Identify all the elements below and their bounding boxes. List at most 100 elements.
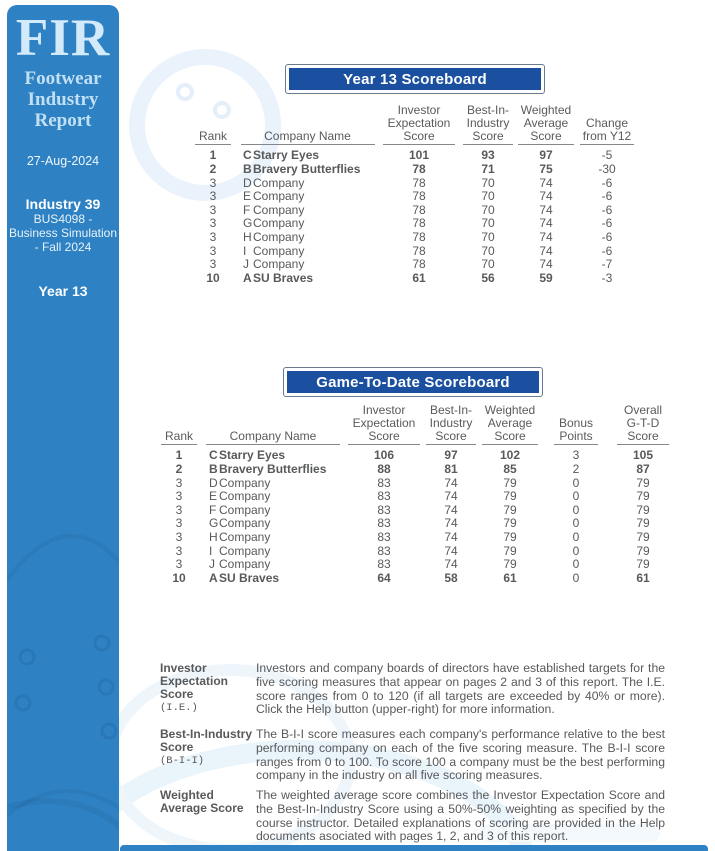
- company-cell: DCompany: [235, 175, 380, 191]
- score-cell-change-from-y12: -3: [601, 270, 613, 285]
- company-letter: C: [209, 448, 218, 463]
- column-underline: [348, 444, 420, 446]
- rank-cell: 3: [175, 543, 183, 558]
- column-underline: [195, 144, 231, 146]
- company-cell: DCompany: [201, 476, 345, 491]
- score-cell-best-in-industry-score: 56: [481, 270, 495, 285]
- company-cell: E Company: [235, 189, 380, 204]
- score-cell-overall-g-t-d-score: 79: [636, 529, 650, 544]
- table-row: 3 J Company 83 74 79 0 79: [157, 557, 675, 572]
- rank-cell: 3: [209, 202, 217, 217]
- year13-scoreboard-header: Year 13 Scoreboard: [285, 64, 545, 94]
- table-row: 3 DCompany 83 74 79 0 79: [157, 475, 675, 491]
- score-cell-investor-expectation-score: 78: [412, 202, 426, 217]
- table-row: 3 I Company 83 74 79 0 79: [157, 543, 675, 559]
- column-header-bonus-points: Bonus Points: [541, 415, 611, 446]
- rank-cell: 3: [209, 216, 217, 231]
- table-row: 3 E Company 78 70 74 -6: [191, 189, 640, 204]
- column-header-line: Expectation: [387, 115, 451, 130]
- score-cell-investor-expectation-score: 83: [377, 529, 391, 544]
- company-name: Company: [219, 516, 271, 531]
- score-cell-bonus-points: 3: [572, 448, 580, 463]
- course-label: BUS4098 - Business Simulation - Fall 202…: [7, 212, 119, 254]
- column-header-line: Change: [585, 115, 629, 130]
- table-row: 1 CStarry Eyes 101 93 97 -5: [191, 149, 640, 163]
- table-row: 3 GCompany 83 74 79 0 79: [157, 517, 675, 531]
- company-letter: I: [209, 543, 213, 558]
- score-cell-overall-g-t-d-score: 79: [636, 557, 650, 572]
- explanation-label-abbrev: (B-I-I): [160, 755, 205, 767]
- score-cell-weighted-average-score: 74: [539, 243, 553, 258]
- course-label-line: Business Simulation: [8, 226, 118, 240]
- company-cell: J Company: [201, 557, 345, 572]
- gtd-scoreboard-title: Game-To-Date Scoreboard: [287, 371, 539, 393]
- score-cell-bonus-points: 0: [572, 543, 580, 558]
- table-header-row: Rank Company Name Investor Expectation Score…: [191, 104, 640, 146]
- score-cell-best-in-industry-score: 97: [444, 448, 458, 463]
- rank-cell: 10: [206, 270, 220, 285]
- score-cell-weighted-average-score: 74: [539, 229, 553, 244]
- column-header-weighted-average-score: Weighted Average Score: [518, 104, 574, 146]
- column-header-line: G-T-D: [626, 415, 660, 430]
- company-cell: F Company: [201, 503, 345, 518]
- table-row: 3 GCompany 78 70 74 -6: [191, 217, 640, 231]
- rank-cell: 3: [175, 489, 183, 504]
- explanation-label-line: Best-In-Industry: [160, 727, 253, 741]
- table-row: 3 E Company 83 74 79 0 79: [157, 489, 675, 504]
- score-cell-weighted-average-score: 74: [539, 257, 553, 272]
- explanation-label-abbrev: (I.E.): [160, 702, 198, 714]
- rank-cell: 3: [209, 229, 217, 244]
- rank-cell: 3: [175, 475, 183, 490]
- score-cell-investor-expectation-score: 106: [373, 448, 395, 463]
- score-cell-investor-expectation-score: 78: [412, 257, 426, 272]
- score-cell-weighted-average-score: 79: [503, 489, 517, 504]
- company-cell: F Company: [235, 202, 380, 218]
- score-cell-bonus-points: 0: [572, 475, 580, 490]
- company-letter: B: [209, 461, 218, 476]
- score-cell-bonus-points: 2: [572, 461, 580, 476]
- company-cell: CStarry Eyes: [235, 149, 380, 163]
- column-header-line: Bonus: [558, 415, 594, 430]
- report-title-line: Footwear: [24, 68, 102, 89]
- column-header-change-from-y12: Change from Y12: [574, 115, 640, 146]
- company-name: Starry Eyes: [219, 448, 286, 463]
- company-letter: D: [243, 175, 252, 190]
- company-cell: CStarry Eyes: [201, 449, 345, 463]
- column-header-line: Score: [368, 428, 400, 443]
- company-cell: J Company: [235, 257, 380, 272]
- table-row: 3 HCompany 83 74 79 0 79: [157, 529, 675, 545]
- score-cell-investor-expectation-score: 78: [412, 216, 426, 231]
- company-letter: F: [243, 202, 251, 217]
- rank-cell: 3: [209, 257, 217, 272]
- score-cell-weighted-average-score: 79: [503, 516, 517, 531]
- score-cell-investor-expectation-score: 83: [377, 543, 391, 558]
- explanation-label: Best-In-Industry Score (B-I-I): [160, 728, 256, 783]
- company-name: Company: [253, 175, 305, 190]
- column-header-line: Rank: [198, 128, 227, 143]
- column-header-line: Score: [494, 428, 526, 443]
- explanation-label: Weighted Average Score: [160, 789, 256, 844]
- company-cell: ASU Braves: [201, 571, 345, 586]
- sidebar-panel: FIR Footwear Industry Report 27-Aug-2024…: [7, 5, 119, 851]
- column-header-line: Company Name: [264, 128, 351, 143]
- company-name: Company: [219, 529, 271, 544]
- score-cell-investor-expectation-score: 78: [412, 243, 426, 258]
- company-letter: J: [209, 557, 215, 572]
- score-cell-best-in-industry-score: 93: [481, 148, 495, 163]
- score-cell-overall-g-t-d-score: 79: [636, 475, 650, 490]
- company-name: Company: [253, 229, 305, 244]
- company-cell: I Company: [201, 543, 345, 559]
- score-cell-best-in-industry-score: 70: [481, 202, 495, 217]
- score-cell-change-from-y12: -30: [598, 161, 616, 176]
- score-cell-overall-g-t-d-score: 105: [632, 448, 654, 463]
- column-header-line: Average: [523, 115, 569, 130]
- column-header-line: Weighted: [484, 403, 536, 417]
- column-header-best-in-industry-score: Best-In- Industry Score: [458, 104, 518, 146]
- company-letter: C: [243, 148, 252, 163]
- score-cell-change-from-y12: -6: [601, 202, 613, 217]
- company-letter: E: [243, 189, 252, 204]
- score-cell-change-from-y12: -6: [601, 229, 613, 244]
- score-cell-investor-expectation-score: 78: [412, 229, 426, 244]
- score-cell-best-in-industry-score: 70: [481, 243, 495, 258]
